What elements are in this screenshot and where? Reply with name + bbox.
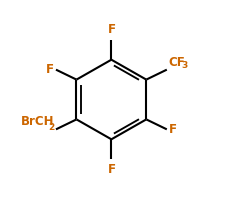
Text: 3: 3 — [181, 61, 187, 70]
Text: CF: CF — [168, 56, 185, 69]
Text: BrCH: BrCH — [21, 115, 55, 128]
Text: F: F — [46, 63, 54, 76]
Text: F: F — [169, 123, 177, 136]
Text: F: F — [107, 163, 115, 176]
Text: F: F — [107, 23, 115, 36]
Text: 2: 2 — [49, 123, 55, 132]
